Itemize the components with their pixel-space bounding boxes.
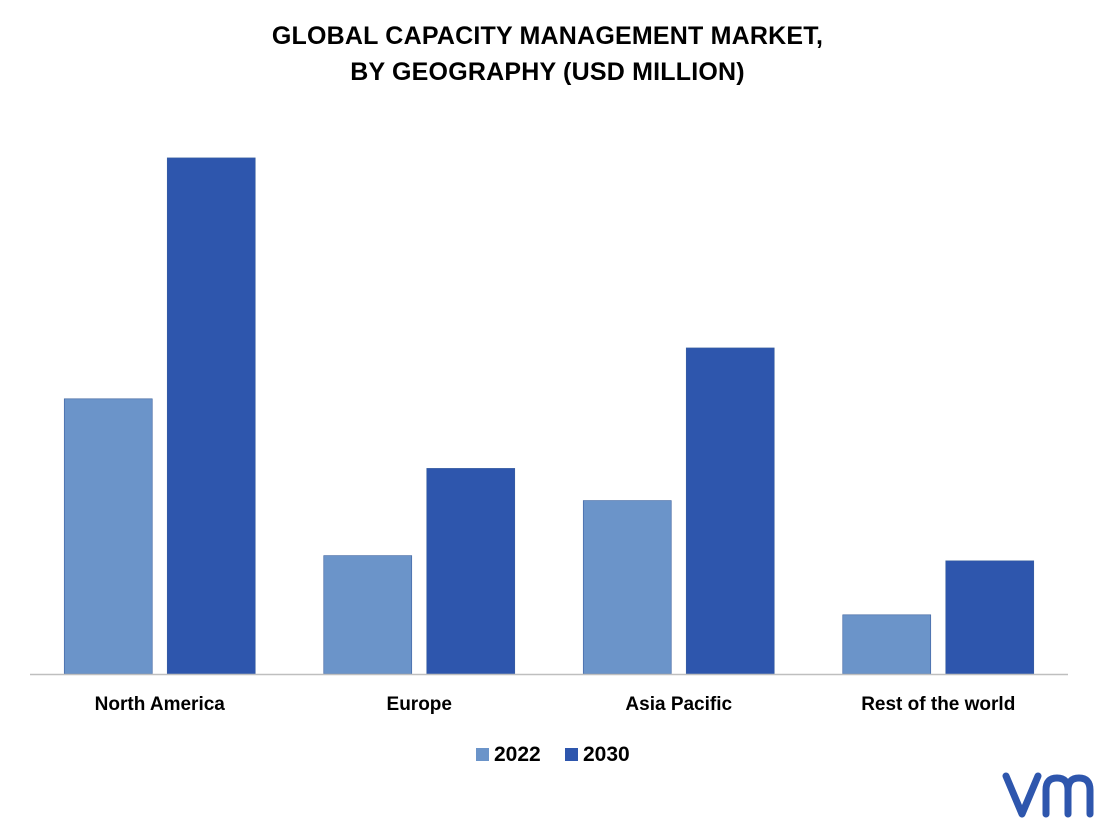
legend-swatch-2030 <box>565 748 578 761</box>
chart-title-line-1: GLOBAL CAPACITY MANAGEMENT MARKET, <box>271 22 824 50</box>
chart-title-line-2: BY GEOGRAPHY (USD MILLION) <box>350 58 745 86</box>
x-tick-label: Rest of the world <box>861 694 1015 715</box>
x-tick-label: Asia Pacific <box>625 694 732 715</box>
bar-2030-1 <box>426 468 516 675</box>
bar-2022-1 <box>323 555 413 675</box>
vmr-logo <box>1002 772 1094 818</box>
x-tick-label: Europe <box>387 694 452 715</box>
bar-2030-2 <box>685 347 775 675</box>
bar-2030-0 <box>166 157 256 675</box>
bar-2022-2 <box>582 500 672 675</box>
x-tick-label: North America <box>95 694 226 715</box>
bar-2022-0 <box>63 398 153 675</box>
legend-label-2030: 2030 <box>583 743 630 766</box>
legend-swatch-2022 <box>476 748 489 761</box>
bar-2022-3 <box>842 614 932 675</box>
legend-label-2022: 2022 <box>494 743 541 766</box>
bar-2030-3 <box>945 560 1035 675</box>
vmr-logo-mark <box>1002 772 1042 818</box>
chart-title: GLOBAL CAPACITY MANAGEMENT MARKET, BY GE… <box>0 18 1095 90</box>
